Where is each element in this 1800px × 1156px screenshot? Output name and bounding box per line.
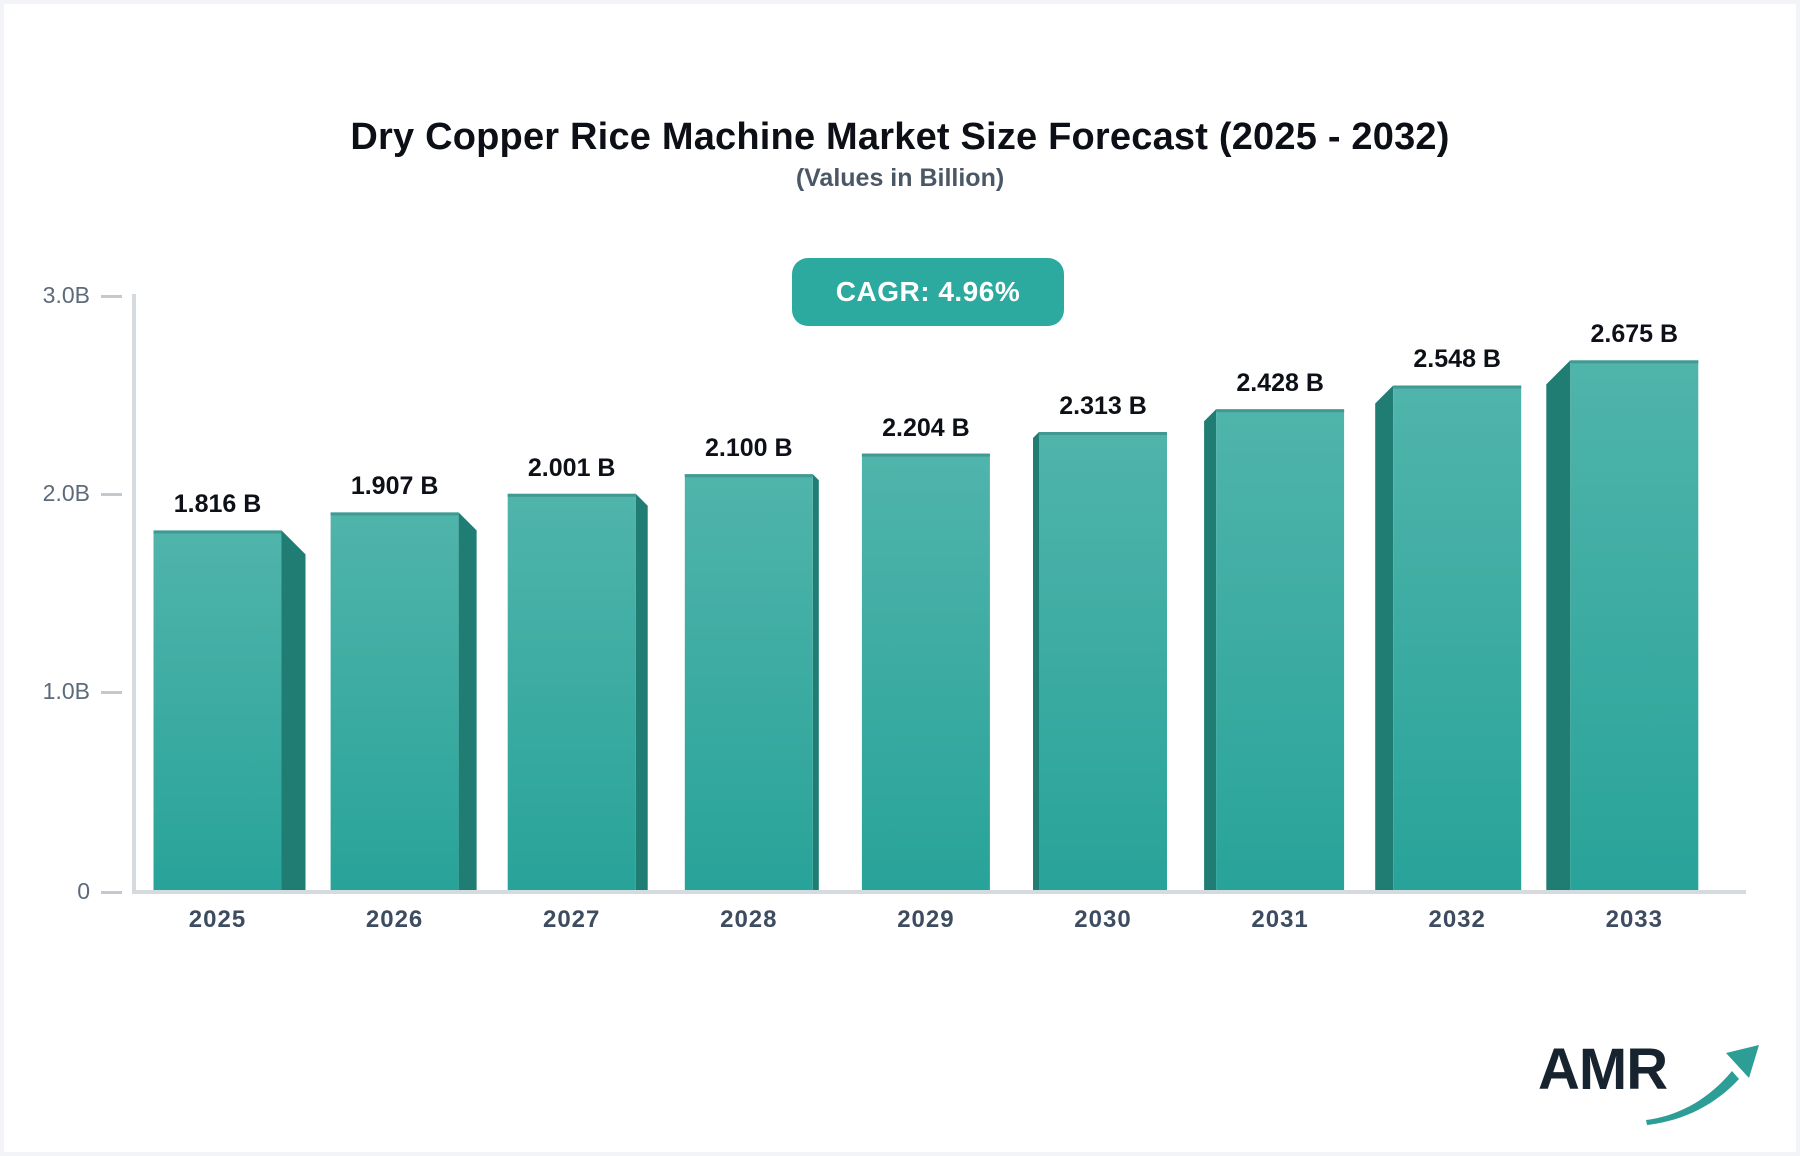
bar-2031 (1204, 409, 1345, 890)
bar-2028 (684, 474, 819, 890)
y-tick-label: 1.0B (42, 678, 90, 704)
x-axis-category-label: 2027 (542, 906, 601, 933)
y-tick-mark (101, 294, 122, 298)
bar-top-edge (1039, 432, 1167, 436)
bar-side-face (1204, 409, 1217, 890)
bar-value-label: 2.675 B (1590, 320, 1679, 349)
bar-front-face (684, 474, 813, 890)
bar-front-face (153, 530, 282, 890)
bar-2025 (153, 530, 306, 890)
cagr-badge: CAGR: 4.96% (792, 258, 1064, 326)
bar-front-face (1216, 409, 1345, 890)
chart-card: Dry Copper Rice Machine Market Size Fore… (4, 4, 1796, 1152)
x-axis-category-label: 2028 (720, 906, 778, 933)
bar-value-label: 2.204 B (882, 413, 970, 442)
bar-front-face (1039, 432, 1167, 890)
y-tick-mark (101, 690, 122, 694)
bar-2030 (1033, 432, 1167, 890)
bar-side-face (1033, 432, 1039, 890)
bar-value-label: 2.548 B (1413, 345, 1501, 374)
bar-value-label: 2.428 B (1236, 369, 1324, 398)
bar-value-label: 1.816 B (173, 490, 262, 519)
x-axis-category-label: 2033 (1605, 906, 1663, 933)
bar-2026 (330, 512, 477, 890)
x-axis-category-label: 2025 (188, 906, 247, 933)
logo-growth-arrow-icon (1646, 1045, 1759, 1125)
bar-front-face (861, 453, 990, 890)
amr-logo: AMR (1538, 1036, 1759, 1136)
y-tick-mark (101, 890, 122, 894)
y-axis-line (132, 294, 136, 894)
bar-front-face (1393, 385, 1522, 890)
bar-side-face (1375, 385, 1394, 890)
bar-side-face (812, 474, 819, 890)
bar-side-face (1546, 360, 1571, 891)
bar-side-face (458, 512, 477, 890)
bar-side-face (635, 493, 648, 890)
bar-top-edge (153, 530, 282, 534)
y-tick-label: 2.0B (42, 480, 90, 506)
bar-side-face (281, 530, 306, 890)
x-axis-category-label: 2032 (1428, 906, 1486, 933)
bar-top-edge (330, 512, 459, 516)
bar-front-face (507, 493, 636, 890)
bar-chart-plot (132, 294, 1746, 894)
bar-value-label: 2.001 B (527, 453, 616, 482)
amr-logo-text: AMR (1538, 1037, 1668, 1102)
bar-top-edge (1393, 385, 1522, 389)
x-axis-category-label: 2030 (1074, 906, 1132, 933)
bar-value-label: 2.100 B (705, 434, 793, 463)
y-tick-mark (101, 492, 122, 496)
y-tick-label: 0 (77, 878, 90, 904)
x-axis-category-label: 2029 (897, 906, 955, 933)
bar-2033 (1546, 360, 1699, 891)
bar-2032 (1375, 385, 1522, 890)
chart-subtitle: (Values in Billion) (795, 164, 1005, 192)
bar-front-face (1570, 360, 1699, 891)
bar-top-edge (1570, 360, 1699, 364)
bar-top-edge (1216, 409, 1345, 413)
bar-top-edge (684, 474, 813, 478)
bar-value-label: 2.313 B (1059, 392, 1147, 421)
bar-top-edge (507, 493, 636, 497)
bar-top-edge (861, 453, 990, 457)
bar-2029 (861, 453, 990, 890)
bar-2027 (507, 493, 648, 890)
x-axis-line (132, 890, 1746, 894)
chart-title: Dry Copper Rice Machine Market Size Fore… (350, 116, 1450, 158)
bar-value-label: 1.907 B (350, 472, 439, 501)
x-axis-category-label: 2031 (1251, 906, 1309, 933)
y-tick-label: 3.0B (42, 282, 90, 308)
x-axis-category-label: 2026 (365, 906, 424, 933)
bar-front-face (330, 512, 459, 890)
